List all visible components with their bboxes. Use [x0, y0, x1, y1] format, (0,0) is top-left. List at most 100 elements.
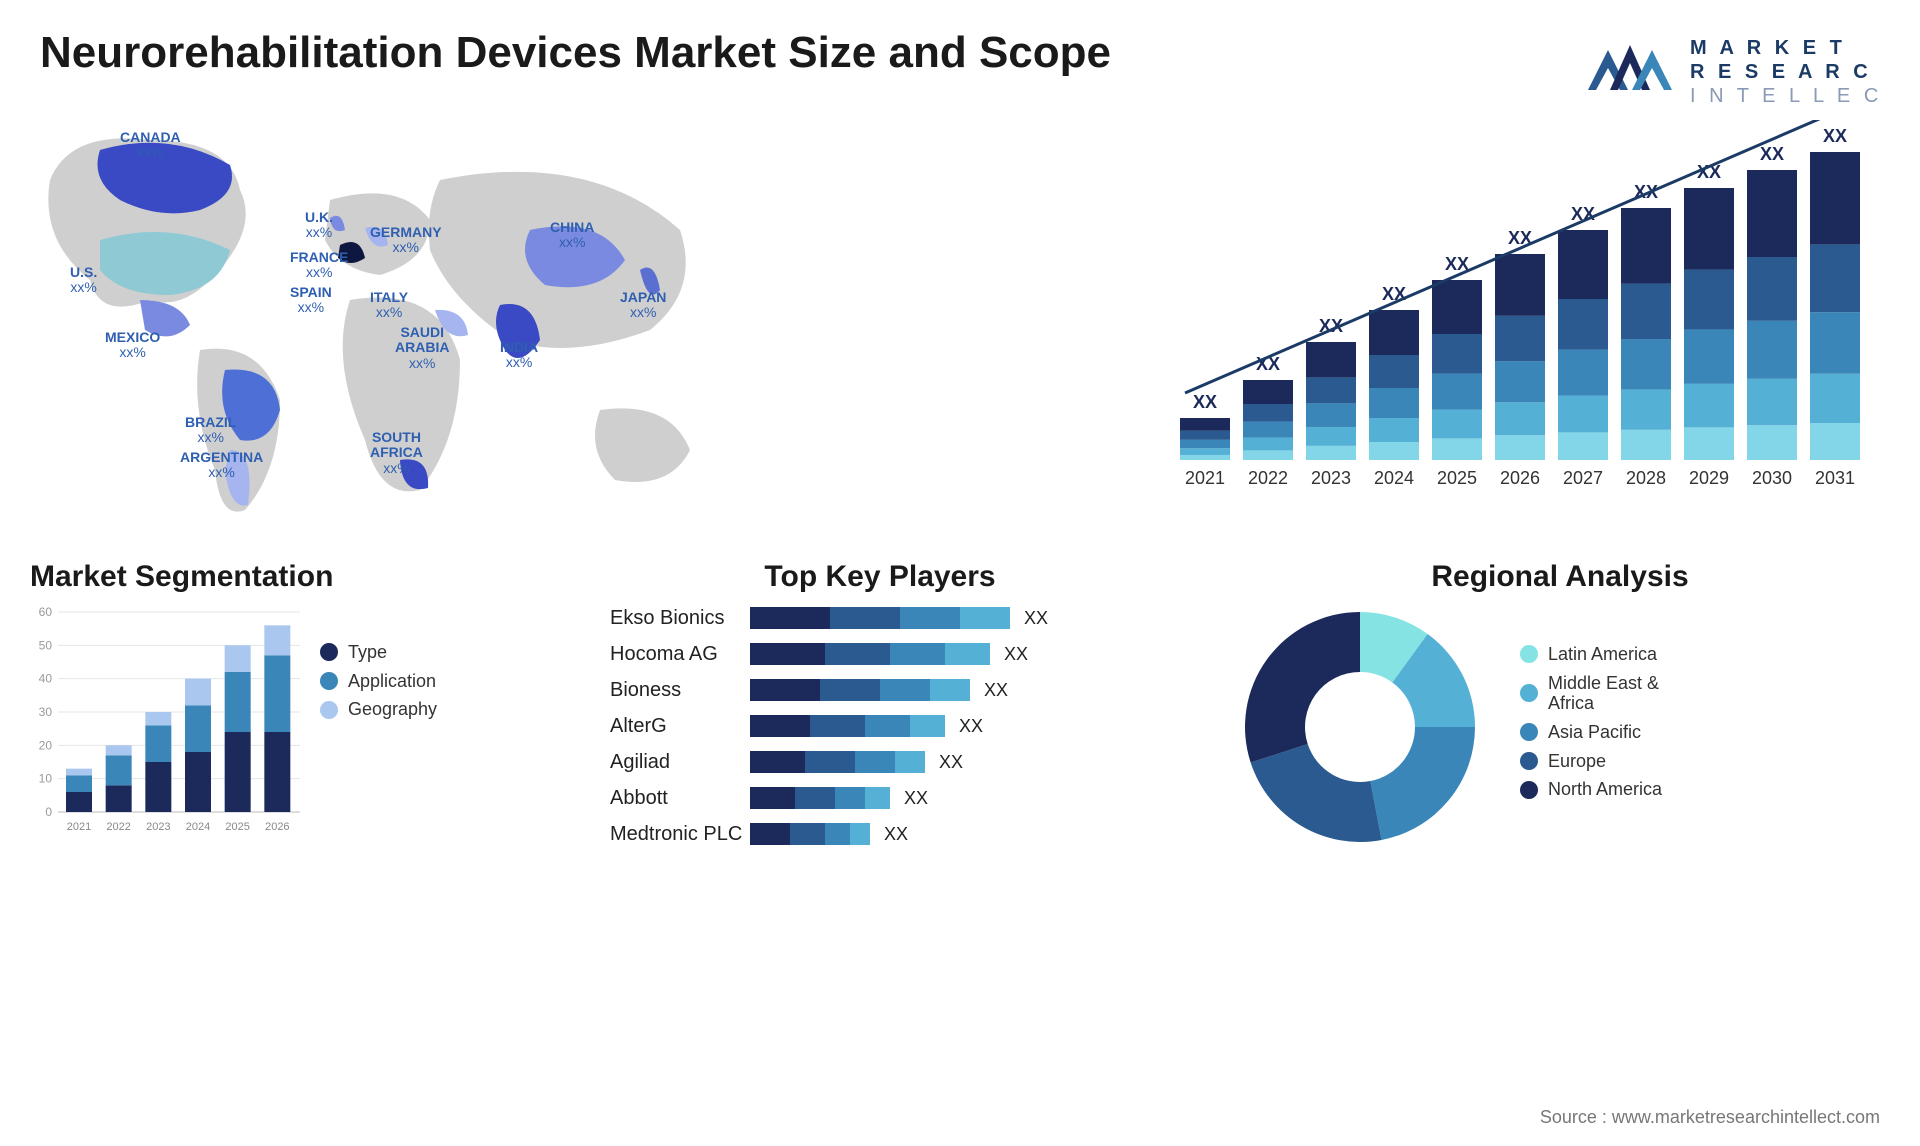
svg-text:60: 60: [39, 605, 53, 619]
map-label-u-s-: U.S.xx%: [70, 265, 97, 296]
ra-legend-asia-pacific: Asia Pacific: [1520, 722, 1662, 743]
kp-value: XX: [904, 788, 928, 809]
svg-text:XX: XX: [1760, 144, 1784, 164]
svg-text:2028: 2028: [1626, 468, 1666, 488]
ra-legend-north-america: North America: [1520, 779, 1662, 800]
kp-value: XX: [939, 752, 963, 773]
segmentation-legend: Type Application Geography: [320, 634, 437, 834]
svg-text:2024: 2024: [186, 821, 210, 833]
kp-row-abbott: Abbott XX: [610, 782, 1150, 814]
svg-text:2029: 2029: [1689, 468, 1729, 488]
kp-value: XX: [1004, 644, 1028, 665]
kp-row-medtronic-plc: Medtronic PLC XX: [610, 818, 1150, 850]
svg-text:XX: XX: [1823, 126, 1847, 146]
logo-line2: R E S E A R C H: [1690, 61, 1880, 83]
kp-bar: [750, 823, 870, 845]
svg-text:2022: 2022: [106, 821, 130, 833]
svg-text:20: 20: [39, 738, 53, 752]
segmentation-panel: Market Segmentation 0 10 20 30 40 50 60 2021 202…: [30, 560, 490, 860]
svg-text:10: 10: [39, 772, 53, 786]
svg-text:2023: 2023: [1311, 468, 1351, 488]
page-title: Neurorehabilitation Devices Market Size …: [40, 28, 1111, 78]
svg-text:XX: XX: [1193, 392, 1217, 412]
key-players-title: Top Key Players: [610, 560, 1150, 594]
map-label-france: FRANCExx%: [290, 250, 348, 281]
map-label-mexico: MEXICOxx%: [105, 330, 160, 361]
kp-row-alterg: AlterG XX: [610, 710, 1150, 742]
svg-text:50: 50: [39, 638, 53, 652]
map-label-italy: ITALYxx%: [370, 290, 408, 321]
key-players-panel: Top Key Players Ekso Bionics XX Hocoma AG X…: [610, 560, 1150, 860]
kp-name: Agiliad: [610, 751, 750, 774]
kp-value: XX: [884, 824, 908, 845]
logo-line3: I N T E L L E C T: [1690, 85, 1880, 107]
map-label-japan: JAPANxx%: [620, 290, 666, 321]
seg-legend-geography: Geography: [320, 699, 437, 720]
segmentation-title: Market Segmentation: [30, 560, 490, 594]
svg-text:2023: 2023: [146, 821, 170, 833]
kp-row-ekso-bionics: Ekso Bionics XX: [610, 602, 1150, 634]
kp-name: Ekso Bionics: [610, 607, 750, 630]
svg-text:2030: 2030: [1752, 468, 1792, 488]
map-label-south-africa: SOUTHAFRICAxx%: [370, 430, 423, 476]
segmentation-chart: 0 10 20 30 40 50 60 2021 2022 2023 2024 2025 2026: [30, 604, 300, 834]
svg-text:2027: 2027: [1563, 468, 1603, 488]
page-root: Neurorehabilitation Devices Market Size …: [0, 0, 1920, 1146]
map-label-canada: CANADAxx%: [120, 130, 181, 161]
svg-text:30: 30: [39, 705, 53, 719]
map-label-china: CHINAxx%: [550, 220, 594, 251]
kp-value: XX: [1024, 608, 1048, 629]
map-label-spain: SPAINxx%: [290, 285, 332, 316]
ra-legend-middle-east-africa: Middle East &Africa: [1520, 673, 1662, 714]
kp-bar: [750, 715, 945, 737]
svg-text:2021: 2021: [67, 821, 91, 833]
svg-text:40: 40: [39, 672, 53, 686]
kp-bar: [750, 643, 990, 665]
key-players-rows: Ekso BionicsXXHocoma AGXXBionessXXAlterG…: [610, 602, 1150, 850]
regional-title: Regional Analysis: [1230, 560, 1890, 594]
kp-bar: [750, 787, 890, 809]
svg-text:2026: 2026: [1500, 468, 1540, 488]
svg-text:2025: 2025: [225, 821, 249, 833]
regional-legend: Latin America Middle East &Africa Asia Pac…: [1520, 636, 1662, 808]
ra-legend-europe: Europe: [1520, 751, 1662, 772]
kp-name: AlterG: [610, 715, 750, 738]
growth-chart: XX2021XX2022XX2023XX2024XX2025XX2026XX20…: [1180, 120, 1880, 490]
regional-donut: [1230, 602, 1490, 842]
logo-mark-icon: [1588, 45, 1672, 90]
kp-bar: [750, 607, 1010, 629]
svg-text:2024: 2024: [1374, 468, 1414, 488]
svg-text:2022: 2022: [1248, 468, 1288, 488]
svg-text:2025: 2025: [1437, 468, 1477, 488]
logo-line1: M A R K E T: [1690, 37, 1846, 59]
map-label-germany: GERMANYxx%: [370, 225, 442, 256]
map-label-saudi-arabia: SAUDIARABIAxx%: [395, 325, 449, 371]
kp-bar: [750, 679, 970, 701]
map-label-india: INDIAxx%: [500, 340, 538, 371]
map-label-brazil: BRAZILxx%: [185, 415, 236, 446]
kp-name: Medtronic PLC: [610, 823, 750, 846]
kp-name: Hocoma AG: [610, 643, 750, 666]
kp-row-agiliad: Agiliad XX: [610, 746, 1150, 778]
svg-text:2026: 2026: [265, 821, 289, 833]
kp-name: Bioness: [610, 679, 750, 702]
kp-bar: [750, 751, 925, 773]
map-label-argentina: ARGENTINAxx%: [180, 450, 263, 481]
kp-row-hocoma-ag: Hocoma AG XX: [610, 638, 1150, 670]
svg-text:0: 0: [45, 805, 52, 819]
kp-row-bioness: Bioness XX: [610, 674, 1150, 706]
regional-panel: Regional Analysis Latin America Middle Ea…: [1230, 560, 1890, 860]
world-map: CANADAxx% U.S.xx% MEXICOxx% BRAZILxx% ARGENT…: [30, 110, 780, 530]
kp-value: XX: [959, 716, 983, 737]
source-label: Source : www.marketresearchintellect.com: [1540, 1107, 1880, 1128]
map-label-u-k-: U.K.xx%: [305, 210, 333, 241]
svg-text:XX: XX: [1382, 284, 1406, 304]
ra-legend-latin-america: Latin America: [1520, 644, 1662, 665]
svg-text:2021: 2021: [1185, 468, 1225, 488]
seg-legend-type: Type: [320, 642, 437, 663]
seg-legend-application: Application: [320, 671, 437, 692]
brand-logo: M A R K E T R E S E A R C H I N T E L L …: [1580, 20, 1880, 120]
svg-text:2031: 2031: [1815, 468, 1855, 488]
kp-value: XX: [984, 680, 1008, 701]
kp-name: Abbott: [610, 787, 750, 810]
